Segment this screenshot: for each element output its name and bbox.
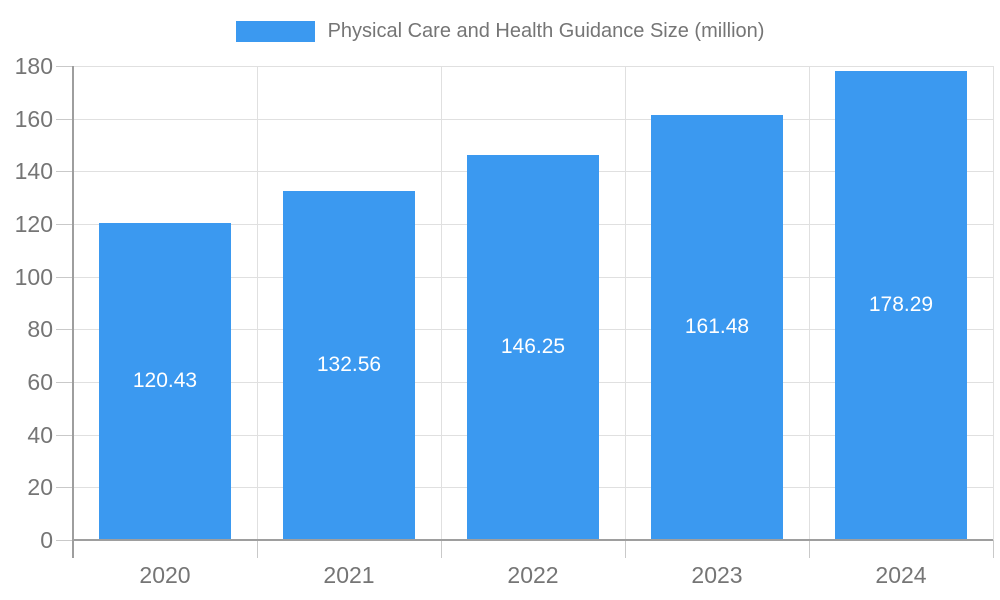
x-axis-tick [809,540,810,558]
x-axis-category-label: 2023 [691,562,743,588]
y-axis-line [72,66,74,558]
x-axis-category-label: 2021 [323,562,375,588]
x-axis-category-label: 2024 [875,562,927,588]
x-boundary-gridline [625,66,626,540]
bar-2020: 120.43 [99,223,231,539]
y-axis-tick-label: 60 [27,369,53,395]
x-axis-tick [441,540,442,558]
bar-2024: 178.29 [835,71,967,539]
y-axis-tick-label: 100 [14,264,53,290]
y-axis-tick-label: 140 [14,158,53,184]
y-axis-tick [56,382,73,383]
y-axis-tick [56,119,73,120]
x-axis-tick [257,540,258,558]
bar-2023: 161.48 [651,115,783,539]
x-axis-tick [993,540,994,558]
x-boundary-gridline [441,66,442,540]
y-axis-tick [56,66,73,67]
y-axis-tick [56,435,73,436]
bar-value-label: 178.29 [868,293,934,316]
x-boundary-gridline [809,66,810,540]
y-gridline [73,119,993,120]
bar-value-label: 132.56 [316,353,382,376]
y-axis-tick-label: 180 [14,53,53,79]
y-axis-tick [56,224,73,225]
y-axis-tick [56,171,73,172]
y-axis-tick-label: 120 [14,211,53,237]
x-axis-line [72,539,993,541]
y-axis-tick-label: 20 [27,474,53,500]
legend-swatch [235,20,315,42]
legend-label: Physical Care and Health Guidance Size (… [327,19,765,42]
y-axis-tick-label: 40 [27,422,53,448]
x-axis-category-label: 2020 [139,562,191,588]
x-boundary-gridline [257,66,258,540]
bar-2021: 132.56 [283,191,415,539]
bar-2022: 146.25 [467,155,599,539]
x-axis-tick [625,540,626,558]
bar-value-label: 120.43 [132,369,198,392]
y-axis-tick-label: 80 [27,316,53,342]
y-gridline [73,66,993,67]
x-axis-category-label: 2022 [507,562,559,588]
chart-legend[interactable]: Physical Care and Health Guidance Size (… [0,16,1000,46]
y-axis-tick-label: 0 [40,527,53,553]
y-axis-tick [56,277,73,278]
y-axis-tick [56,329,73,330]
y-axis-tick-label: 160 [14,106,53,132]
bar-value-label: 161.48 [684,315,750,338]
y-axis-tick [56,487,73,488]
bar-value-label: 146.25 [500,335,566,358]
y-axis-tick [56,540,73,541]
x-boundary-gridline [993,66,994,540]
